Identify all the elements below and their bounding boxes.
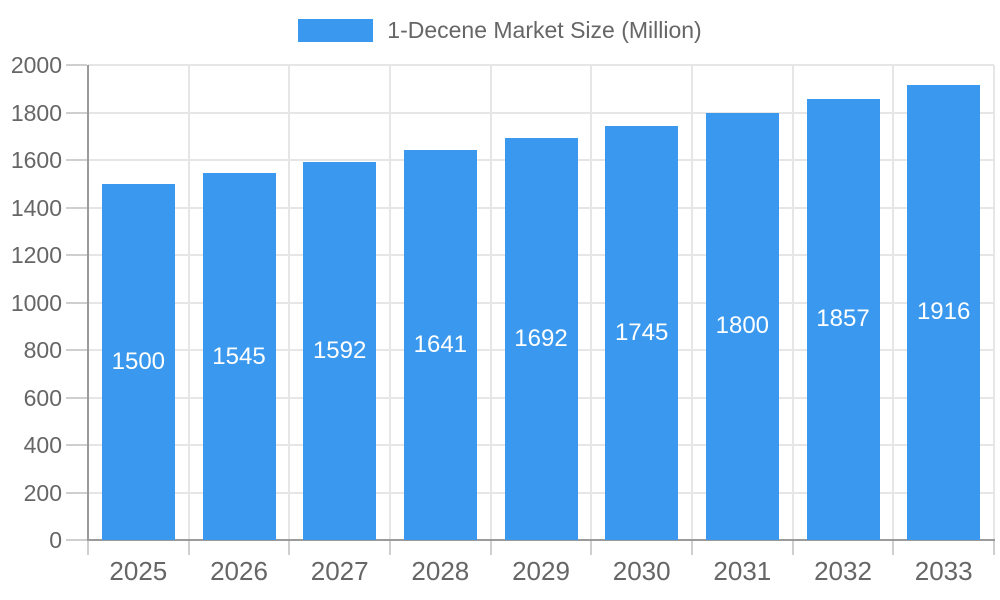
y-tick-mark xyxy=(66,159,87,161)
vertical-gridline xyxy=(187,65,190,540)
y-tick-label: 200 xyxy=(23,479,62,506)
bar: 1857 xyxy=(806,98,880,540)
bar-value-label: 1641 xyxy=(413,331,468,359)
x-tick-mark xyxy=(892,541,895,555)
bar: 1641 xyxy=(403,150,477,540)
x-tick-label: 2026 xyxy=(210,556,268,586)
x-tick-label: 2030 xyxy=(612,556,671,586)
y-tick-mark xyxy=(66,206,87,209)
y-tick-label: 1000 xyxy=(10,289,62,316)
x-tick-label: 2027 xyxy=(310,556,369,586)
legend-label: 1-Decene Market Size (Million) xyxy=(387,17,702,43)
bar: 1745 xyxy=(605,125,679,540)
y-tick-mark xyxy=(66,444,87,446)
x-tick-mark xyxy=(87,541,89,555)
bar-value-label: 1800 xyxy=(715,312,770,340)
y-tick-mark xyxy=(66,396,87,399)
bar: 1800 xyxy=(705,112,779,540)
y-tick-mark xyxy=(66,491,87,494)
y-axis-line xyxy=(87,65,89,542)
y-tick-mark xyxy=(66,539,87,541)
y-tick-mark xyxy=(66,64,87,66)
vertical-gridline xyxy=(389,65,391,540)
horizontal-gridline xyxy=(88,64,994,66)
bar-value-label: 1500 xyxy=(111,347,166,375)
x-tick-label: 2031 xyxy=(713,556,772,586)
horizontal-gridline xyxy=(88,111,994,114)
bar-value-label: 1745 xyxy=(614,318,669,346)
y-tick-label: 1600 xyxy=(10,147,62,173)
y-tick-label: 1400 xyxy=(10,194,62,221)
vertical-gridline xyxy=(892,65,895,540)
y-tick-label: 600 xyxy=(23,384,62,411)
bar: 1692 xyxy=(504,138,578,540)
x-tick-mark xyxy=(489,541,492,555)
y-tick-label: 1800 xyxy=(10,99,62,126)
y-tick-mark xyxy=(66,254,87,256)
y-tick-label: 1200 xyxy=(10,242,62,268)
x-tick-label: 2028 xyxy=(411,556,470,586)
bar-value-label: 1545 xyxy=(212,342,266,370)
bar-value-label: 1857 xyxy=(816,305,870,333)
plot-area: 1500 1545 1592 1641 1692 1745 1800 1857 1916 xyxy=(66,64,995,555)
x-tick-label: 2033 xyxy=(914,556,973,586)
bar: 1592 xyxy=(303,161,377,540)
x-tick-label: 2032 xyxy=(814,556,872,586)
y-tick-label: 0 xyxy=(49,527,62,553)
y-tick-label: 2000 xyxy=(10,52,62,78)
chart-legend: 1-Decene Market Size (Million) xyxy=(0,16,1000,44)
x-tick-mark xyxy=(590,541,593,555)
vertical-gridline xyxy=(791,65,794,540)
legend-swatch xyxy=(298,18,374,42)
x-tick-mark xyxy=(691,541,693,555)
x-tick-mark xyxy=(187,541,190,555)
bar-value-label: 1592 xyxy=(312,336,367,364)
y-axis-labels: 0 200 400 600 800 1000 1200 1400 1600 1800 2000 xyxy=(0,52,62,553)
x-axis-labels: 2025 2026 2027 2028 2029 2030 2031 2032 2033 xyxy=(88,554,994,594)
y-tick-label: 800 xyxy=(23,337,62,363)
x-tick-mark xyxy=(389,541,391,555)
y-tick-mark xyxy=(66,301,87,304)
bar-value-label: 1692 xyxy=(514,325,568,353)
vertical-gridline xyxy=(691,65,693,540)
x-tick-label: 2029 xyxy=(512,556,570,586)
bar: 1500 xyxy=(101,183,175,540)
x-axis-line xyxy=(87,539,995,541)
y-tick-mark xyxy=(66,349,87,351)
x-tick-label: 2025 xyxy=(109,556,168,586)
x-tick-mark xyxy=(791,541,794,555)
bar-value-label: 1916 xyxy=(916,298,971,326)
y-tick-mark xyxy=(66,111,87,114)
y-tick-label: 400 xyxy=(23,432,62,458)
vertical-gridline xyxy=(590,65,593,540)
x-tick-mark xyxy=(288,541,291,555)
vertical-gridline xyxy=(489,65,492,540)
x-tick-mark xyxy=(993,541,995,555)
bar: 1916 xyxy=(907,84,981,540)
vertical-gridline xyxy=(993,65,995,540)
vertical-gridline xyxy=(288,65,291,540)
bar: 1545 xyxy=(202,173,276,540)
